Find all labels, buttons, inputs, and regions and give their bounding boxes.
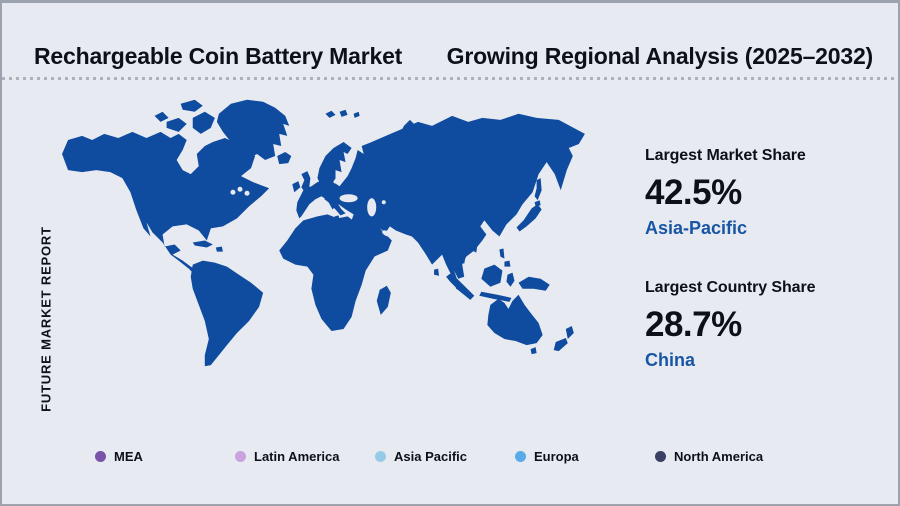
arctic-islands bbox=[154, 99, 215, 134]
caribbean-islands bbox=[192, 240, 223, 252]
greenland bbox=[216, 99, 290, 161]
great-lake-1 bbox=[230, 189, 236, 195]
page-subtitle: Growing Regional Analysis (2025–2032) bbox=[446, 43, 874, 69]
black-sea bbox=[339, 194, 358, 203]
legend-item-latin-america: Latin America bbox=[235, 449, 375, 464]
great-lake-2 bbox=[237, 186, 243, 192]
stat-value: 28.7% bbox=[645, 305, 742, 344]
legend-item-europa: Europa bbox=[515, 449, 655, 464]
legend-label: MEA bbox=[114, 449, 143, 464]
legend-dot-latin-america bbox=[235, 451, 246, 462]
west-europe-islands bbox=[277, 152, 329, 195]
world-map-svg bbox=[62, 99, 585, 367]
stat-region: China bbox=[645, 350, 696, 370]
italy bbox=[324, 193, 346, 221]
caspian-sea bbox=[367, 198, 377, 217]
continent-south-america bbox=[190, 260, 264, 367]
stat-label: Largest Country Share bbox=[645, 279, 816, 296]
persian-gulf bbox=[382, 230, 392, 237]
stats-panel: Largest Market Share 42.5% Asia-Pacific … bbox=[645, 147, 885, 411]
continent-north-america bbox=[62, 131, 270, 277]
legend-label: North America bbox=[674, 449, 764, 464]
dotted-separator bbox=[2, 77, 898, 80]
legend-dot-asia-pacific bbox=[375, 451, 386, 462]
asia-islands bbox=[434, 178, 550, 302]
arctic-russia-islands bbox=[325, 109, 414, 144]
legend-dot-europa bbox=[515, 451, 526, 462]
madagascar bbox=[376, 285, 391, 315]
header: Rechargeable Coin Battery Market Growing… bbox=[2, 3, 898, 78]
australia-oceania bbox=[487, 294, 574, 355]
legend-item-asia-pacific: Asia Pacific bbox=[375, 449, 515, 464]
stat-value: 42.5% bbox=[645, 173, 742, 212]
page-title: Rechargeable Coin Battery Market bbox=[34, 43, 403, 69]
stat-region: Asia-Pacific bbox=[645, 218, 748, 238]
stat-label: Largest Market Share bbox=[645, 147, 806, 164]
legend-item-north-america: North America bbox=[655, 449, 795, 464]
stat-country-share: Largest Country Share 28.7% China bbox=[645, 279, 885, 371]
baltic-sea bbox=[333, 174, 344, 184]
great-lake-3 bbox=[244, 190, 250, 196]
world-map bbox=[58, 91, 606, 389]
brand-vertical-label: FUTURE MARKET REPORT bbox=[38, 226, 54, 412]
legend-item-mea: MEA bbox=[95, 449, 235, 464]
legend-dot-north-america bbox=[655, 451, 666, 462]
legend: MEA Latin America Asia Pacific Europa No… bbox=[95, 449, 795, 464]
continent-africa bbox=[279, 214, 380, 331]
legend-label: Asia Pacific bbox=[394, 449, 467, 464]
legend-label: Europa bbox=[534, 449, 579, 464]
aral-sea bbox=[381, 200, 386, 205]
legend-label: Latin America bbox=[254, 449, 340, 464]
scandinavia bbox=[317, 141, 352, 187]
legend-dot-mea bbox=[95, 451, 106, 462]
stat-market-share: Largest Market Share 42.5% Asia-Pacific bbox=[645, 147, 885, 239]
